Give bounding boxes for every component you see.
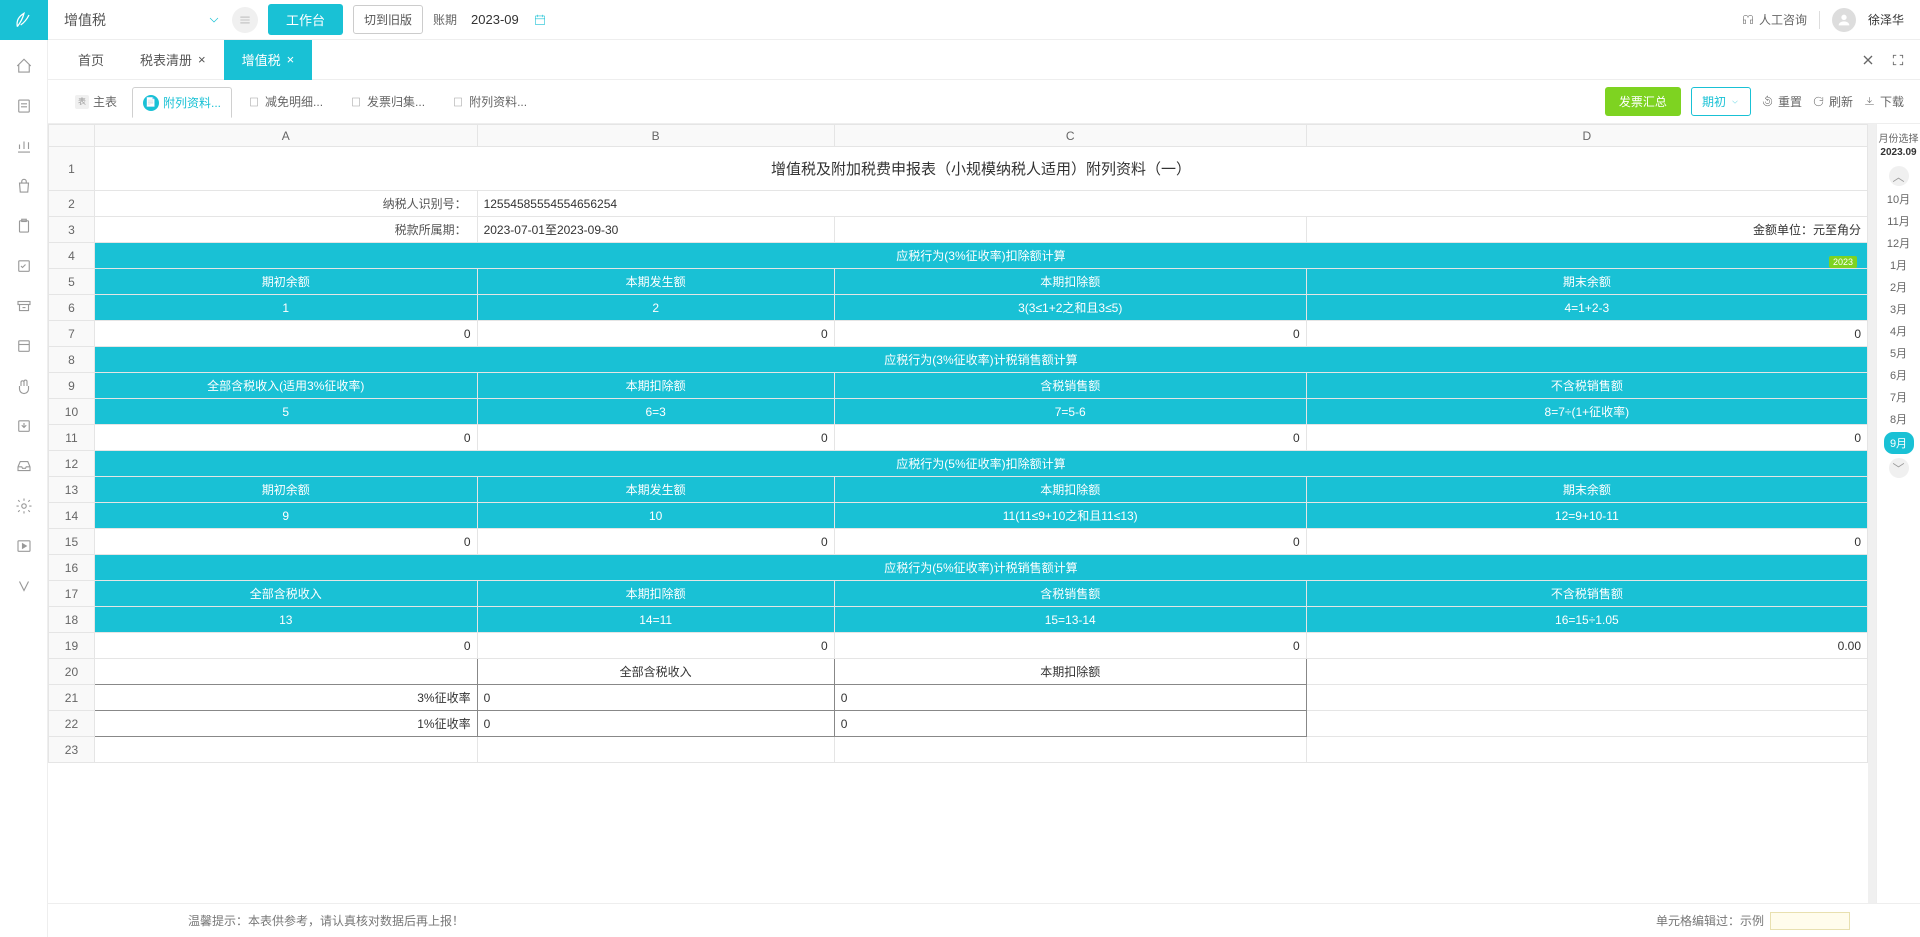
table-title: 增值税及附加税费申报表（小规模纳税人适用）附列资料（一）: [94, 147, 1867, 191]
logo[interactable]: [0, 0, 48, 40]
subtab-attach[interactable]: 📄附列资料...: [132, 87, 232, 118]
page-tabs: 首页 税表清册× 增值税×: [48, 40, 1920, 80]
tab-vat[interactable]: 增值税×: [224, 40, 313, 80]
close-all-icon[interactable]: [1858, 50, 1878, 70]
close-icon[interactable]: ×: [287, 52, 295, 67]
subtab-attach2[interactable]: 附列资料...: [440, 86, 538, 117]
month-next-icon[interactable]: ﹀: [1889, 458, 1909, 478]
scrollbar[interactable]: [1868, 124, 1876, 903]
download-button[interactable]: 下载: [1863, 93, 1904, 110]
avatar[interactable]: [1832, 8, 1856, 32]
fullscreen-icon[interactable]: [1888, 50, 1908, 70]
calendar-icon[interactable]: [533, 13, 547, 27]
report-icon[interactable]: [6, 248, 42, 284]
hand-icon[interactable]: [6, 368, 42, 404]
col-header[interactable]: B: [477, 125, 834, 147]
corner-cell[interactable]: [49, 125, 95, 147]
period-init-dropdown[interactable]: 期初: [1691, 87, 1751, 116]
archive-icon[interactable]: [6, 288, 42, 324]
close-icon[interactable]: ×: [198, 52, 206, 67]
bag-icon[interactable]: [6, 168, 42, 204]
month-active[interactable]: 9月: [1884, 432, 1914, 454]
subtab-reduce[interactable]: 减免明细...: [236, 86, 334, 117]
header: 增值税 工作台 切到旧版 账期 2023-09 人工咨询 徐泽华: [48, 0, 1920, 40]
sidebar: [0, 0, 48, 937]
col-header[interactable]: D: [1306, 125, 1867, 147]
month-prev-icon[interactable]: ︿: [1889, 166, 1909, 186]
sub-tabs: 表主表 📄附列资料... 减免明细... 发票归集... 附列资料... 发票汇…: [48, 80, 1920, 124]
footer-tip: 温馨提示：本表供参考，请认真核对数据后再上报！: [188, 912, 464, 929]
workbench-button[interactable]: 工作台: [268, 4, 343, 35]
tab-tax-list[interactable]: 税表清册×: [122, 40, 224, 80]
list-icon[interactable]: [232, 7, 258, 33]
footer: 温馨提示：本表供参考，请认真核对数据后再上报！ 单元格编辑过：示例: [48, 903, 1920, 937]
v-icon[interactable]: [6, 568, 42, 604]
period-value[interactable]: 2023-09: [471, 12, 519, 27]
edit-sample-swatch: [1770, 912, 1850, 930]
clipboard-icon[interactable]: [6, 208, 42, 244]
export-icon[interactable]: [6, 408, 42, 444]
invoice-summary-button[interactable]: 发票汇总: [1605, 87, 1681, 116]
gear-icon[interactable]: [6, 488, 42, 524]
inbox-icon[interactable]: [6, 448, 42, 484]
reset-button[interactable]: 重置: [1761, 93, 1802, 110]
col-header[interactable]: C: [834, 125, 1306, 147]
period-label: 账期: [433, 11, 457, 28]
month-panel: 月份选择 2023.09 ︿ 10月 11月 12月 20231月 2月 3月 …: [1876, 124, 1920, 903]
tab-home[interactable]: 首页: [60, 40, 122, 80]
subtab-invoice[interactable]: 发票归集...: [338, 86, 436, 117]
module-dropdown[interactable]: 增值税: [64, 10, 222, 30]
home-icon[interactable]: [6, 48, 42, 84]
consult-link[interactable]: 人工咨询: [1741, 11, 1807, 28]
doc-icon: 📄: [143, 95, 159, 111]
play-icon[interactable]: [6, 528, 42, 564]
divider: [1819, 11, 1820, 29]
chart-icon[interactable]: [6, 128, 42, 164]
old-version-button[interactable]: 切到旧版: [353, 5, 423, 34]
doc-icon[interactable]: [6, 88, 42, 124]
col-header[interactable]: A: [94, 125, 477, 147]
refresh-button[interactable]: 刷新: [1812, 93, 1853, 110]
box-icon[interactable]: [6, 328, 42, 364]
spreadsheet[interactable]: A B C D 1增值税及附加税费申报表（小规模纳税人适用）附列资料（一） 2纳…: [48, 124, 1868, 903]
username[interactable]: 徐泽华: [1868, 11, 1904, 28]
subtab-main[interactable]: 表主表: [64, 86, 128, 117]
